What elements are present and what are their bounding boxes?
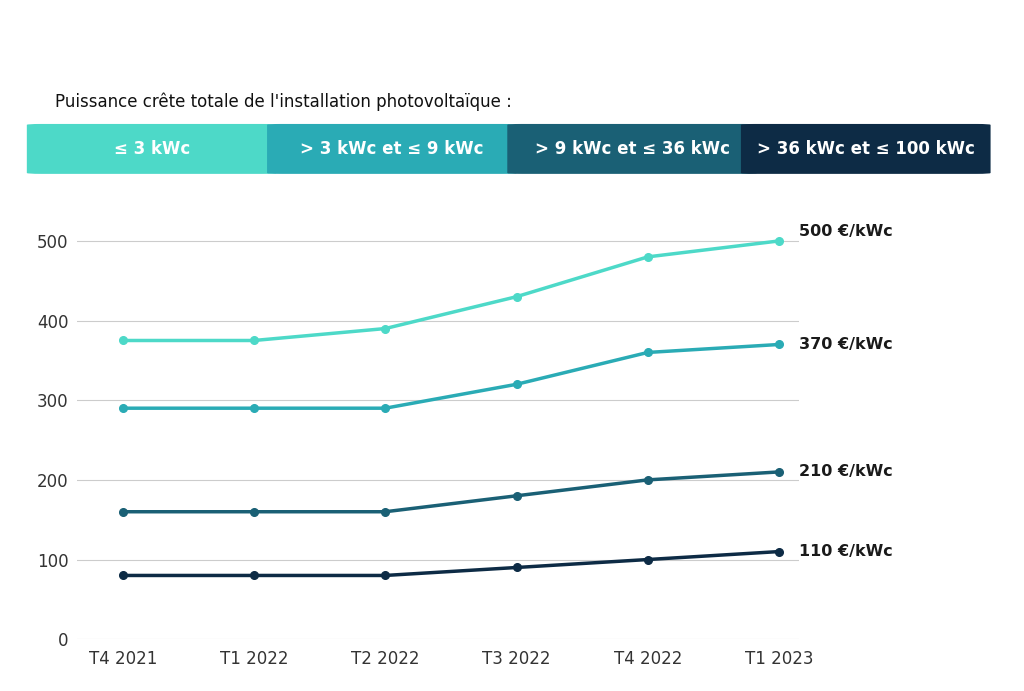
FancyBboxPatch shape bbox=[741, 124, 990, 174]
Text: 370 €/kWc: 370 €/kWc bbox=[799, 337, 893, 352]
Text: > 36 kWc et ≤ 100 kWc: > 36 kWc et ≤ 100 kWc bbox=[757, 140, 975, 158]
FancyBboxPatch shape bbox=[27, 124, 276, 174]
Text: > 9 kWc et ≤ 36 kWc: > 9 kWc et ≤ 36 kWc bbox=[535, 140, 730, 158]
Text: 210 €/kWc: 210 €/kWc bbox=[799, 464, 893, 480]
Text: Puissance crête totale de l'installation photovoltaïque :: Puissance crête totale de l'installation… bbox=[55, 93, 512, 111]
Text: Données : Commission de régulation de l'énergie / Illustration : Choisir.com: Données : Commission de régulation de l'… bbox=[223, 663, 801, 679]
Text: Évolution des primes à l'autoconsommation: Évolution des primes à l'autoconsommatio… bbox=[35, 17, 989, 62]
Text: 110 €/kWc: 110 €/kWc bbox=[799, 544, 893, 559]
FancyBboxPatch shape bbox=[507, 124, 757, 174]
Text: ≤ 3 kWc: ≤ 3 kWc bbox=[114, 140, 189, 158]
Text: 500 €/kWc: 500 €/kWc bbox=[799, 224, 893, 239]
FancyBboxPatch shape bbox=[267, 124, 517, 174]
Text: > 3 kWc et ≤ 9 kWc: > 3 kWc et ≤ 9 kWc bbox=[300, 140, 483, 158]
